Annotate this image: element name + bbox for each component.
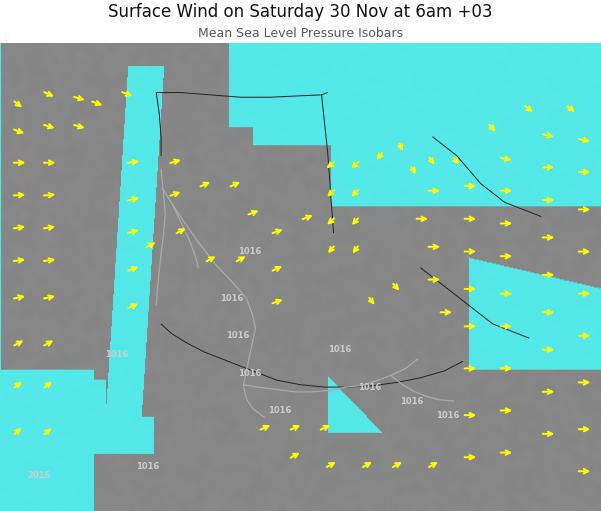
Text: 1016: 1016 (226, 331, 249, 340)
Text: 1016: 1016 (220, 294, 243, 303)
Text: 1016: 1016 (106, 350, 129, 359)
Text: Surface Wind on Saturday 30 Nov at 6am +03: Surface Wind on Saturday 30 Nov at 6am +… (108, 3, 493, 21)
Text: 1016: 1016 (136, 462, 159, 471)
Text: 1016: 1016 (238, 247, 261, 256)
Text: 1016: 1016 (436, 411, 459, 420)
Text: 1016: 1016 (328, 345, 351, 354)
Text: 1016: 1016 (400, 397, 423, 406)
Text: 1016: 1016 (358, 383, 381, 391)
Text: 2016: 2016 (28, 472, 50, 480)
Text: Mean Sea Level Pressure Isobars: Mean Sea Level Pressure Isobars (198, 28, 403, 40)
Text: 1016: 1016 (268, 406, 291, 415)
Text: 1016: 1016 (238, 368, 261, 378)
